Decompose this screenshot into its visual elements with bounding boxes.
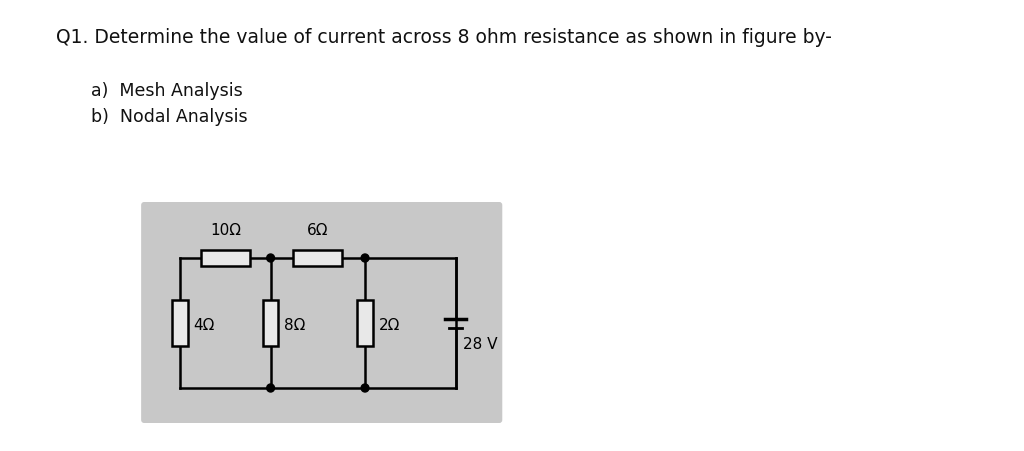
- Text: Q1. Determine the value of current across 8 ohm resistance as shown in figure by: Q1. Determine the value of current acros…: [56, 28, 833, 47]
- Text: 10Ω: 10Ω: [210, 223, 241, 238]
- Text: a)  Mesh Analysis: a) Mesh Analysis: [90, 82, 243, 100]
- Bar: [172, 300, 187, 346]
- Bar: [201, 250, 250, 266]
- Bar: [294, 250, 342, 266]
- Text: 6Ω: 6Ω: [307, 223, 329, 238]
- Bar: [263, 300, 279, 346]
- Circle shape: [266, 254, 274, 262]
- Circle shape: [361, 254, 369, 262]
- Text: b)  Nodal Analysis: b) Nodal Analysis: [90, 108, 247, 126]
- Circle shape: [361, 384, 369, 392]
- Text: 8Ω: 8Ω: [285, 318, 305, 332]
- Text: 28 V: 28 V: [463, 337, 498, 352]
- Text: 4Ω: 4Ω: [194, 318, 215, 332]
- FancyBboxPatch shape: [141, 202, 503, 423]
- Circle shape: [266, 384, 274, 392]
- Text: 2Ω: 2Ω: [379, 318, 400, 332]
- Bar: [357, 300, 373, 346]
